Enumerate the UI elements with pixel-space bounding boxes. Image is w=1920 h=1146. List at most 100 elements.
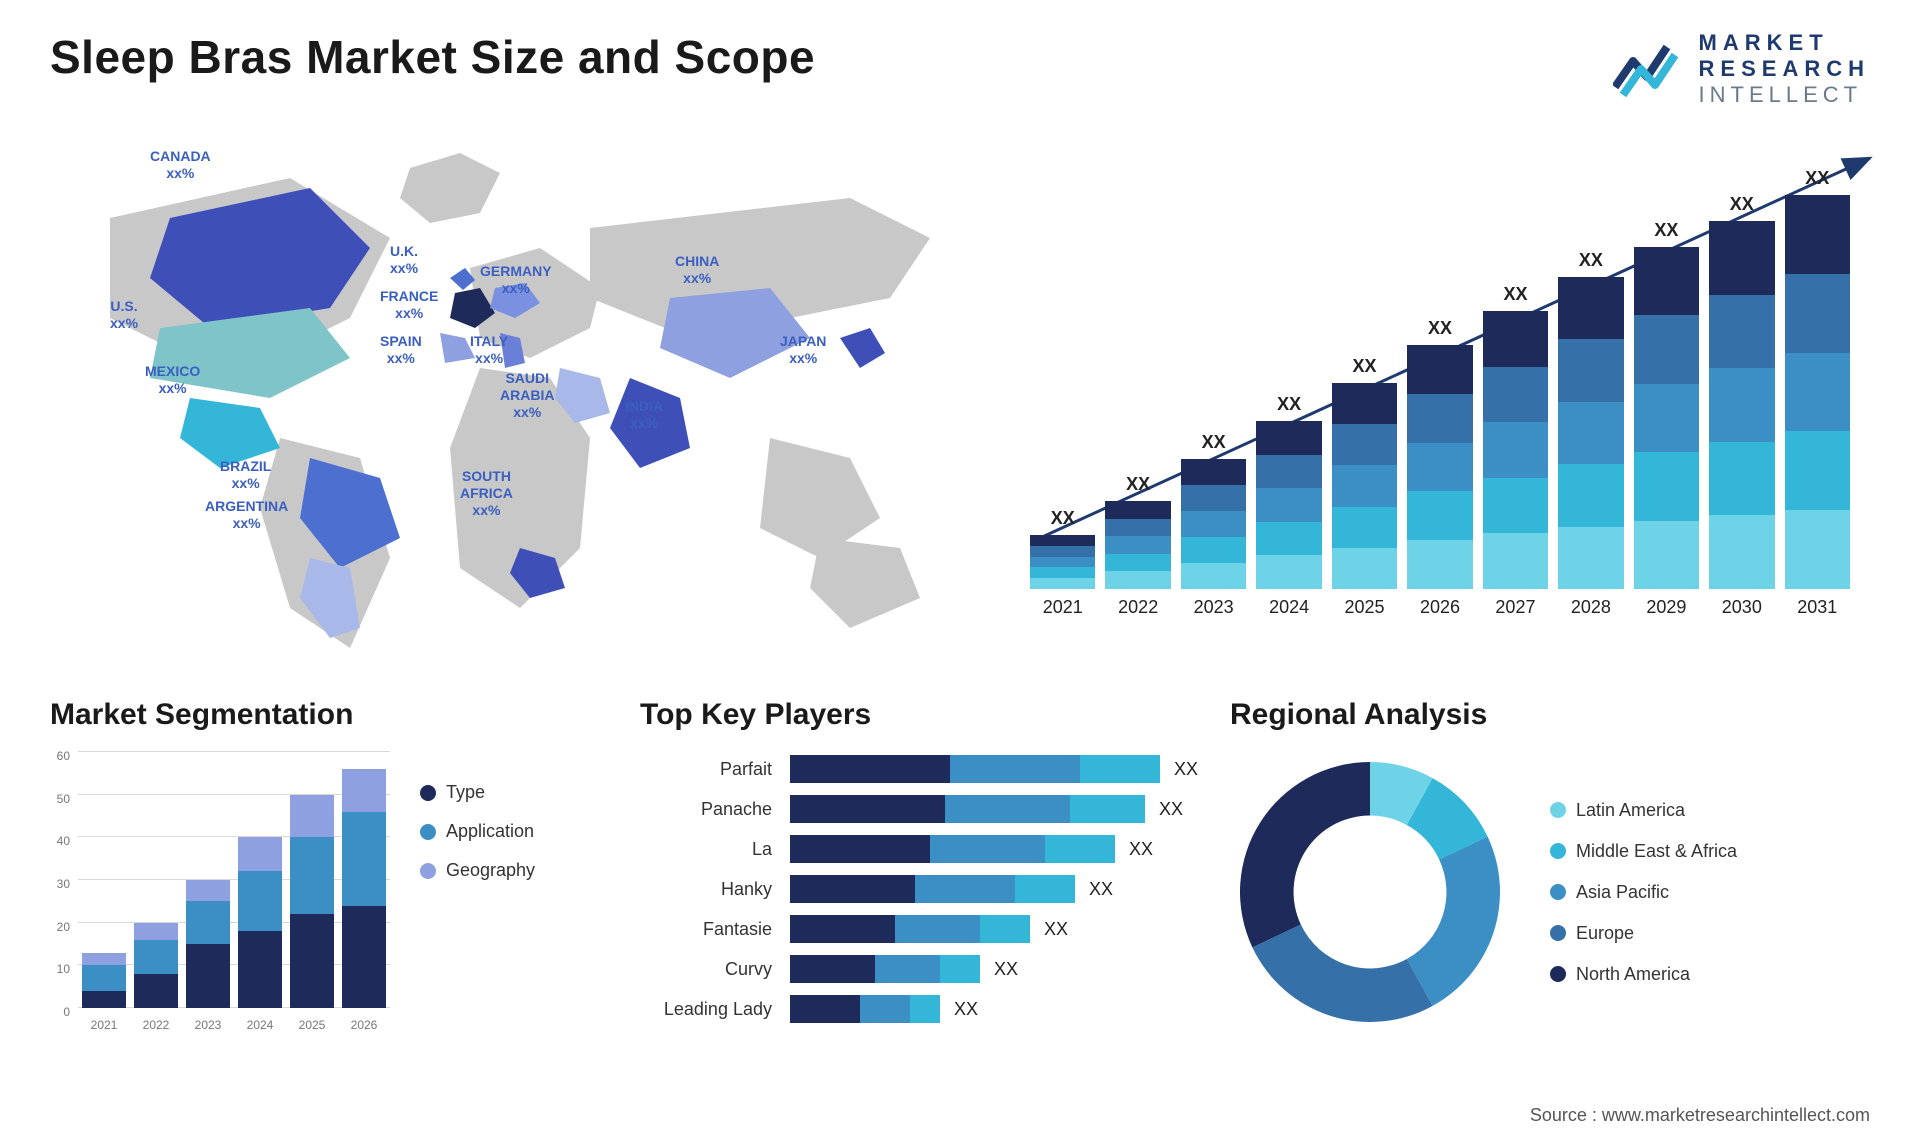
player-row: Fantasie XX — [640, 912, 1200, 946]
segmentation-bar — [82, 953, 126, 1008]
growth-bar-value: XX — [1503, 284, 1527, 305]
source-attribution: Source : www.marketresearchintellect.com — [1530, 1105, 1870, 1126]
growth-bar-year: 2029 — [1646, 597, 1686, 618]
player-label: Fantasie — [640, 919, 790, 940]
map-country-label: BRAZILxx% — [220, 458, 271, 492]
player-row: La XX — [640, 832, 1200, 866]
growth-bar-value: XX — [1428, 318, 1452, 339]
legend-item: Latin America — [1550, 800, 1737, 821]
players-panel: Top Key Players Parfait XX Panache XX La XX Ha… — [640, 698, 1200, 1032]
growth-bar-year: 2027 — [1495, 597, 1535, 618]
player-row: Curvy XX — [640, 952, 1200, 986]
growth-bar: XX 2029 — [1634, 220, 1699, 618]
map-country-label: FRANCExx% — [380, 288, 438, 322]
segmentation-chart: 0102030405060 202120222023202420252026 — [50, 752, 390, 1032]
logo-line3: INTELLECT — [1699, 82, 1870, 108]
logo-glyph-icon — [1613, 37, 1687, 101]
growth-bar-value: XX — [1202, 432, 1226, 453]
map-country-label: SAUDIARABIAxx% — [500, 370, 554, 420]
growth-bar-value: XX — [1126, 474, 1150, 495]
legend-item: Europe — [1550, 923, 1737, 944]
segmentation-bar — [186, 880, 230, 1008]
growth-bar-year: 2024 — [1269, 597, 1309, 618]
growth-bar-year: 2021 — [1043, 597, 1083, 618]
map-country-label: JAPANxx% — [780, 333, 826, 367]
growth-bar: XX 2030 — [1709, 194, 1774, 618]
segmentation-title: Market Segmentation — [50, 698, 610, 732]
player-row: Panache XX — [640, 792, 1200, 826]
donut-slice — [1240, 762, 1370, 947]
segmentation-bar — [342, 769, 386, 1008]
legend-item: Application — [420, 821, 535, 842]
donut-slice — [1407, 837, 1500, 1006]
map-country-label: CANADAxx% — [150, 148, 211, 182]
growth-bar: XX 2023 — [1181, 432, 1246, 618]
player-value: XX — [954, 999, 978, 1020]
logo-line1: MARKET — [1699, 30, 1870, 56]
player-label: Curvy — [640, 959, 790, 980]
growth-bar-value: XX — [1654, 220, 1678, 241]
segmentation-bar — [238, 837, 282, 1008]
growth-chart: XX2021XX2022XX2023XX2024XX2025XX2026XX20… — [1010, 138, 1870, 658]
legend-item: Geography — [420, 860, 535, 881]
player-label: Panache — [640, 799, 790, 820]
player-value: XX — [1174, 759, 1198, 780]
logo-line2: RESEARCH — [1699, 56, 1870, 82]
regional-panel: Regional Analysis Latin America Middle Ea… — [1230, 698, 1870, 1032]
growth-bar: XX 2025 — [1332, 356, 1397, 618]
regional-donut — [1230, 752, 1510, 1032]
map-country-label: INDIAxx% — [625, 398, 663, 432]
growth-bar-value: XX — [1579, 250, 1603, 271]
player-value: XX — [1159, 799, 1183, 820]
growth-bar-year: 2030 — [1722, 597, 1762, 618]
growth-bar: XX 2028 — [1558, 250, 1623, 618]
growth-bar-year: 2026 — [1420, 597, 1460, 618]
growth-bar: XX 2026 — [1407, 318, 1472, 618]
segmentation-bar — [290, 795, 334, 1008]
player-label: La — [640, 839, 790, 860]
growth-bar-year: 2025 — [1345, 597, 1385, 618]
growth-bar-value: XX — [1730, 194, 1754, 215]
legend-item: North America — [1550, 964, 1737, 985]
growth-bar: XX 2027 — [1483, 284, 1548, 618]
player-label: Hanky — [640, 879, 790, 900]
segmentation-panel: Market Segmentation 0102030405060 202120… — [50, 698, 610, 1032]
player-row: Leading Lady XX — [640, 992, 1200, 1026]
growth-bar: XX 2022 — [1105, 474, 1170, 618]
map-country-label: MEXICOxx% — [145, 363, 200, 397]
growth-bar: XX2024 — [1256, 394, 1321, 618]
legend-item: Type — [420, 782, 535, 803]
growth-bar-year: 2031 — [1797, 597, 1837, 618]
map-country-label: ARGENTINAxx% — [205, 498, 288, 532]
legend-item: Middle East & Africa — [1550, 841, 1737, 862]
player-label: Leading Lady — [640, 999, 790, 1020]
segmentation-bar — [134, 923, 178, 1008]
growth-bar: XX 2021 — [1030, 508, 1095, 618]
players-title: Top Key Players — [640, 698, 1200, 732]
map-country-label: ITALYxx% — [470, 333, 508, 367]
map-country-label: U.K.xx% — [390, 243, 418, 277]
player-label: Parfait — [640, 759, 790, 780]
growth-bar-value: XX — [1051, 508, 1075, 529]
map-country-label: SOUTHAFRICAxx% — [460, 468, 513, 518]
map-country-label: GERMANYxx% — [480, 263, 552, 297]
segmentation-legend: Type Application Geography — [420, 752, 535, 1032]
map-country-label: U.S.xx% — [110, 298, 138, 332]
growth-bar-value: XX — [1805, 168, 1829, 189]
player-value: XX — [1129, 839, 1153, 860]
regional-title: Regional Analysis — [1230, 698, 1870, 732]
player-row: HankyXX — [640, 872, 1200, 906]
growth-bar-year: 2028 — [1571, 597, 1611, 618]
growth-bar-year: 2023 — [1194, 597, 1234, 618]
growth-bar-value: XX — [1353, 356, 1377, 377]
map-country-label: CHINAxx% — [675, 253, 719, 287]
player-value: XX — [1044, 919, 1068, 940]
player-row: Parfait XX — [640, 752, 1200, 786]
donut-slice — [1252, 925, 1432, 1022]
player-value: XX — [994, 959, 1018, 980]
regional-legend: Latin AmericaMiddle East & AfricaAsia Pa… — [1550, 800, 1737, 985]
growth-bar: XX 2031 — [1785, 168, 1850, 618]
page-title: Sleep Bras Market Size and Scope — [50, 30, 815, 84]
brand-logo: MARKET RESEARCH INTELLECT — [1613, 30, 1870, 108]
growth-bar-year: 2022 — [1118, 597, 1158, 618]
